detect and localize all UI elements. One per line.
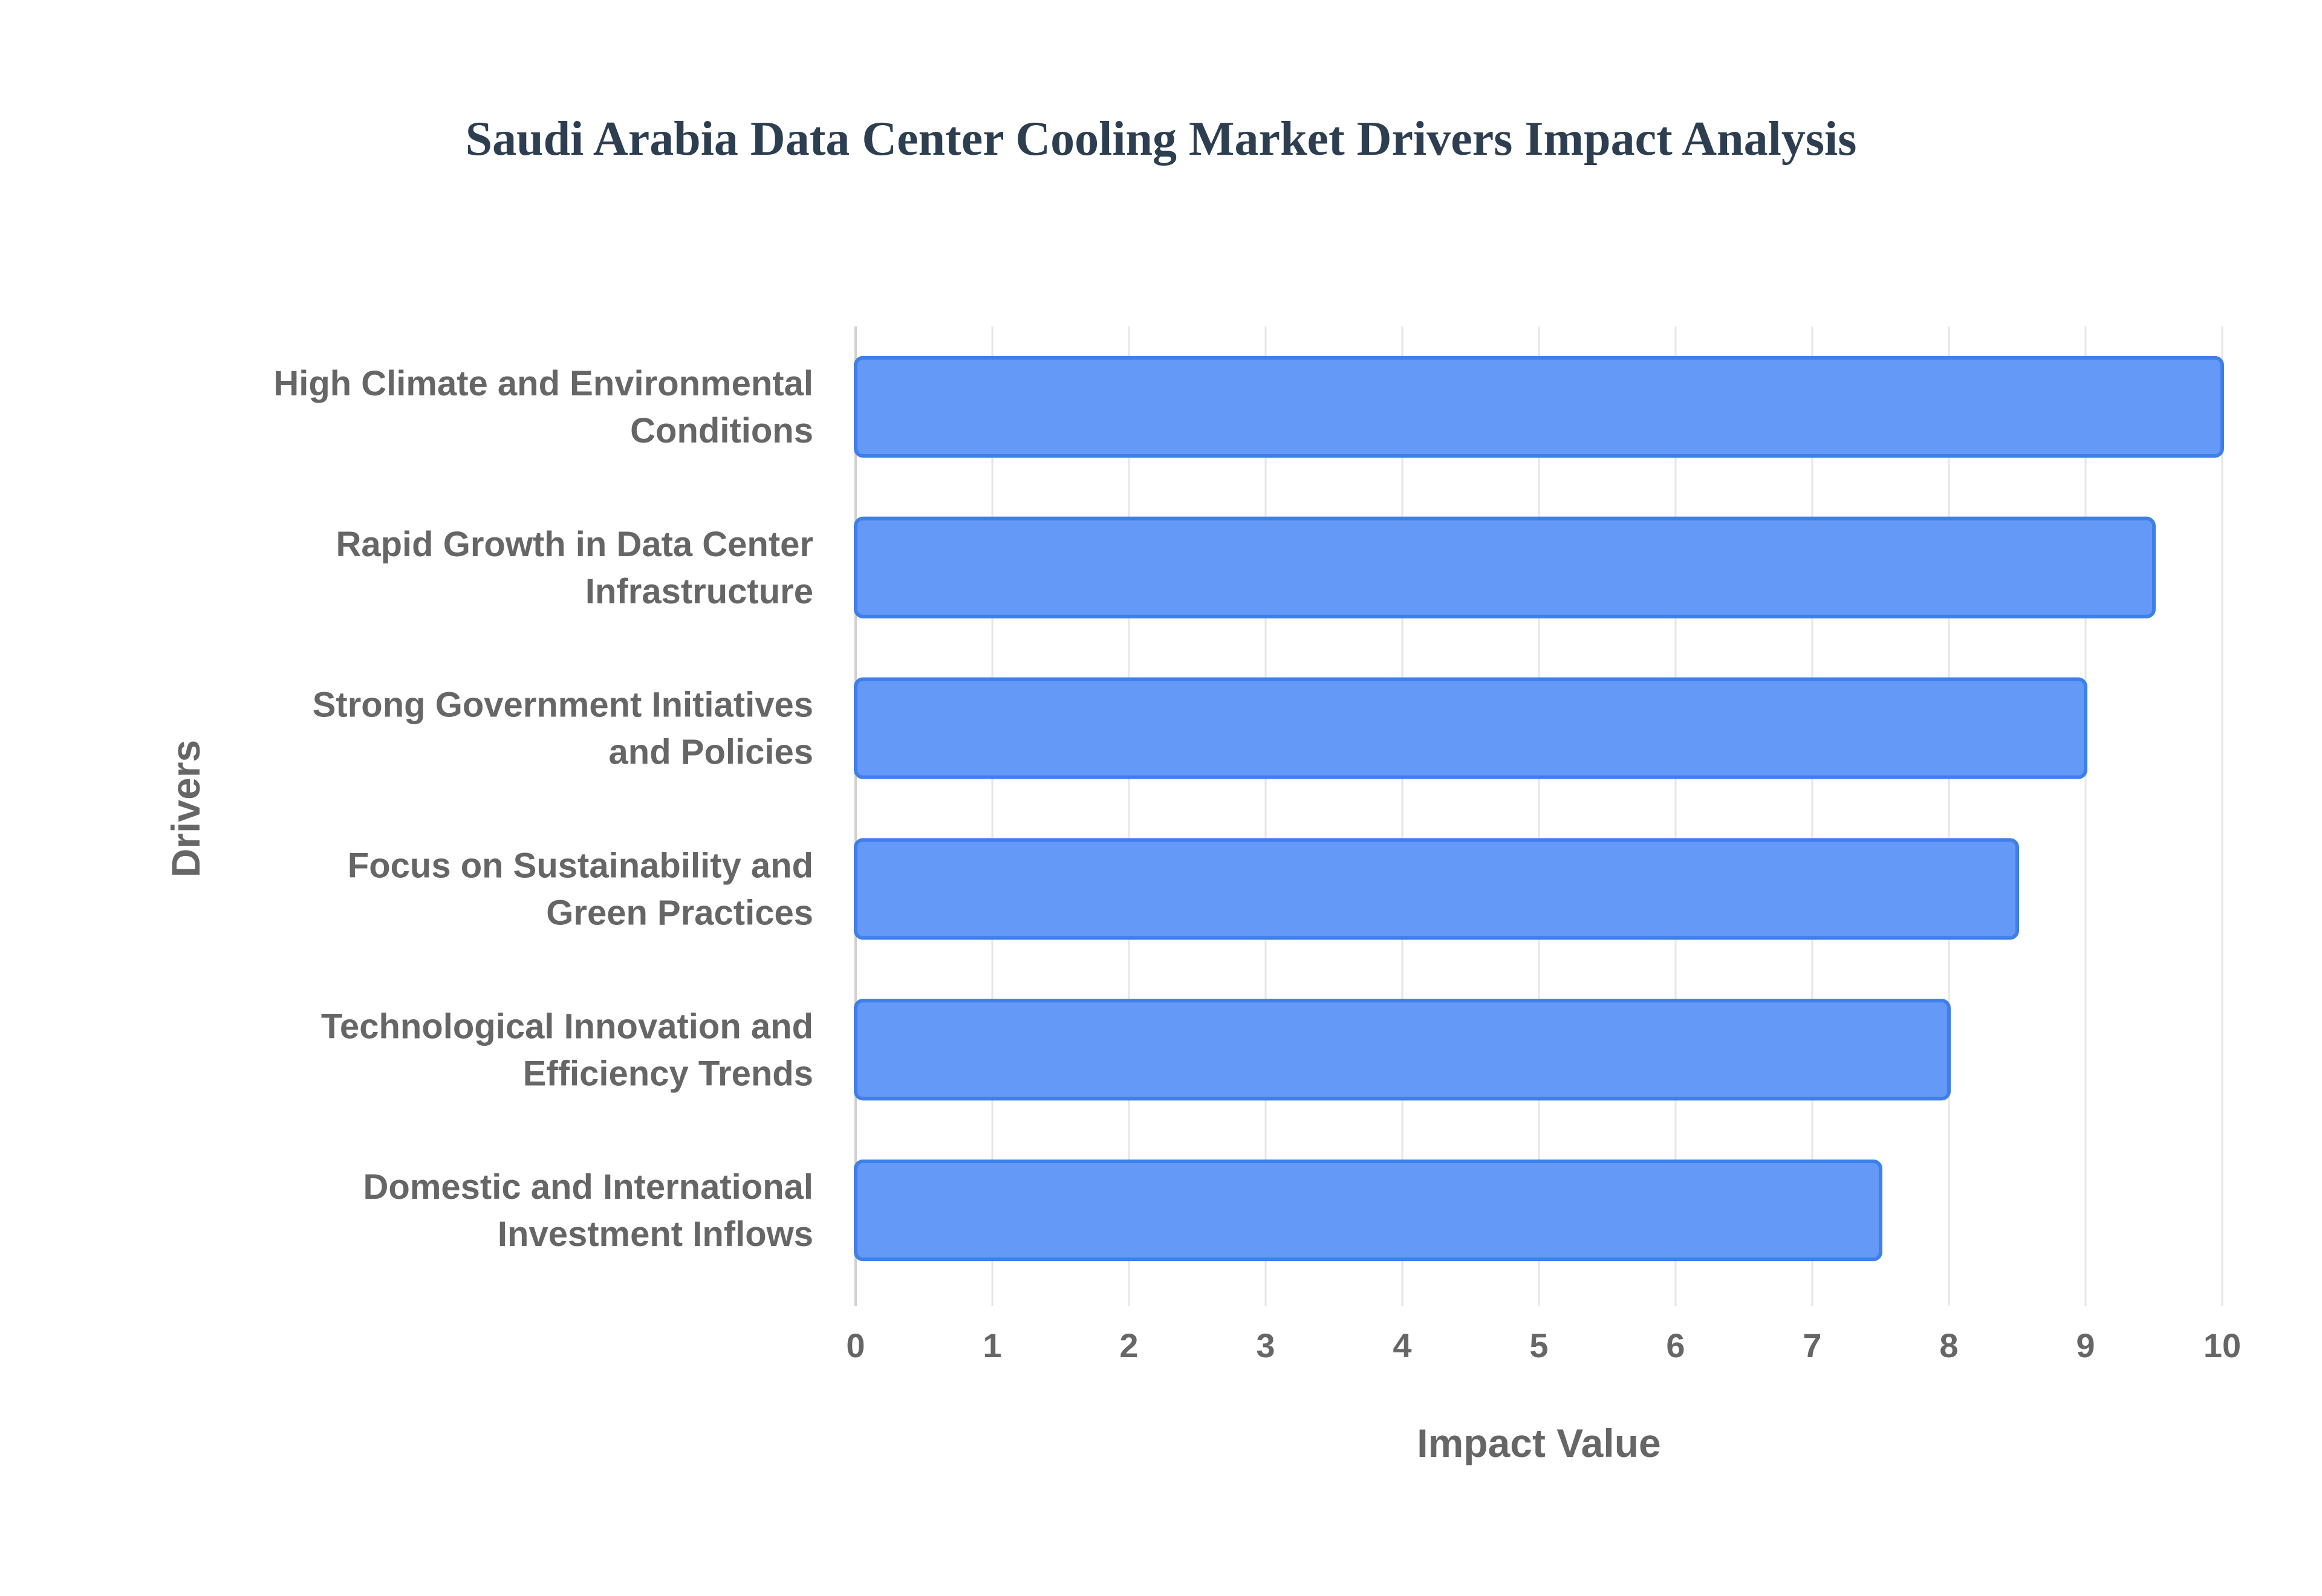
category-label: Investment Inflows bbox=[498, 1215, 813, 1254]
category-label: Focus on Sustainability and bbox=[348, 846, 813, 885]
category-label: Domestic and International bbox=[363, 1167, 813, 1207]
x-tick-label: 2 bbox=[1119, 1326, 1138, 1364]
category-label: Conditions bbox=[630, 411, 813, 450]
x-axis-title: Impact Value bbox=[1417, 1421, 1661, 1465]
bar bbox=[854, 1160, 1882, 1262]
category-label: High Climate and Environmental bbox=[273, 364, 813, 403]
category-label: and Policies bbox=[609, 733, 813, 772]
bar bbox=[854, 999, 1951, 1101]
bar bbox=[854, 677, 2087, 779]
chart-title: Saudi Arabia Data Center Cooling Market … bbox=[465, 112, 1857, 166]
bar bbox=[854, 355, 2224, 458]
x-tick-label: 7 bbox=[1803, 1326, 1821, 1364]
x-tick-label: 8 bbox=[1939, 1326, 1958, 1364]
x-tick-label: 6 bbox=[1666, 1326, 1685, 1364]
category-label: Technological Innovation and bbox=[321, 1007, 813, 1046]
x-tick-label: 3 bbox=[1256, 1326, 1275, 1364]
x-tick-label: 9 bbox=[2076, 1326, 2095, 1364]
category-label: Rapid Growth in Data Center bbox=[336, 525, 813, 564]
x-tick-label: 4 bbox=[1393, 1326, 1411, 1364]
category-label: Efficiency Trends bbox=[523, 1054, 813, 1093]
label-layer: 0 1 2 3 4 5 6 7 8 9 10 High Climate and Environment… bbox=[273, 364, 2241, 1364]
x-tick-label: 5 bbox=[1529, 1326, 1548, 1364]
category-label: Green Practices bbox=[546, 893, 813, 932]
x-tick-label: 1 bbox=[983, 1326, 1001, 1364]
x-tick-label: 0 bbox=[846, 1326, 865, 1364]
category-label: Infrastructure bbox=[585, 572, 813, 611]
y-axis-title: Drivers bbox=[163, 740, 208, 878]
bar bbox=[854, 838, 2019, 940]
grid-layer bbox=[854, 326, 2223, 1306]
category-label: Strong Government Initiatives bbox=[313, 686, 813, 725]
bar bbox=[854, 516, 2156, 618]
x-tick-label: 10 bbox=[2203, 1326, 2241, 1364]
bar-layer bbox=[854, 355, 2224, 1262]
